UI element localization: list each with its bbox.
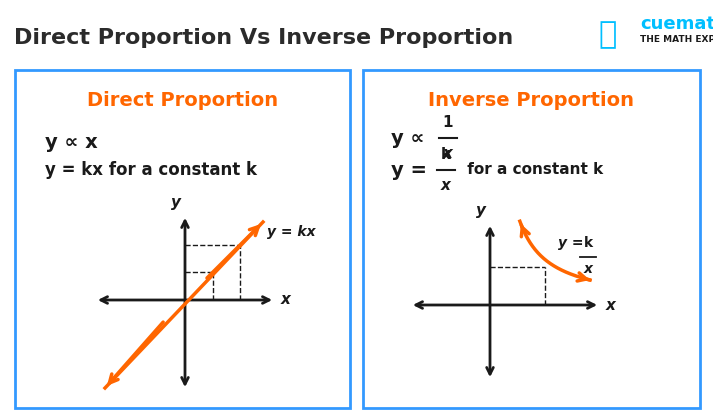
Text: 🚀: 🚀	[598, 20, 616, 49]
Text: Direct Proportion Vs Inverse Proportion: Direct Proportion Vs Inverse Proportion	[14, 28, 513, 48]
Text: x: x	[583, 262, 593, 276]
Text: Inverse Proportion: Inverse Proportion	[429, 91, 635, 109]
Text: y ∝: y ∝	[391, 129, 424, 147]
Text: 1: 1	[443, 115, 453, 130]
Text: x: x	[606, 297, 616, 313]
Text: y =: y =	[558, 236, 588, 250]
Text: k: k	[441, 147, 451, 162]
Text: for a constant k: for a constant k	[462, 163, 603, 178]
Text: y ∝ x: y ∝ x	[45, 132, 98, 152]
Text: y = kx: y = kx	[267, 225, 316, 239]
Text: x: x	[443, 146, 453, 161]
Text: x: x	[281, 292, 291, 308]
Text: cuemath: cuemath	[640, 15, 713, 33]
Text: y = kx for a constant k: y = kx for a constant k	[45, 161, 257, 179]
Text: x: x	[441, 178, 451, 193]
Text: y: y	[476, 203, 486, 218]
Text: y =: y =	[391, 160, 427, 179]
Text: Direct Proportion: Direct Proportion	[87, 91, 278, 109]
Bar	[363, 70, 700, 408]
Text: THE MATH EXPERT: THE MATH EXPERT	[640, 35, 713, 44]
Text: y: y	[171, 195, 181, 210]
Text: k: k	[583, 236, 593, 250]
Bar	[15, 70, 350, 408]
